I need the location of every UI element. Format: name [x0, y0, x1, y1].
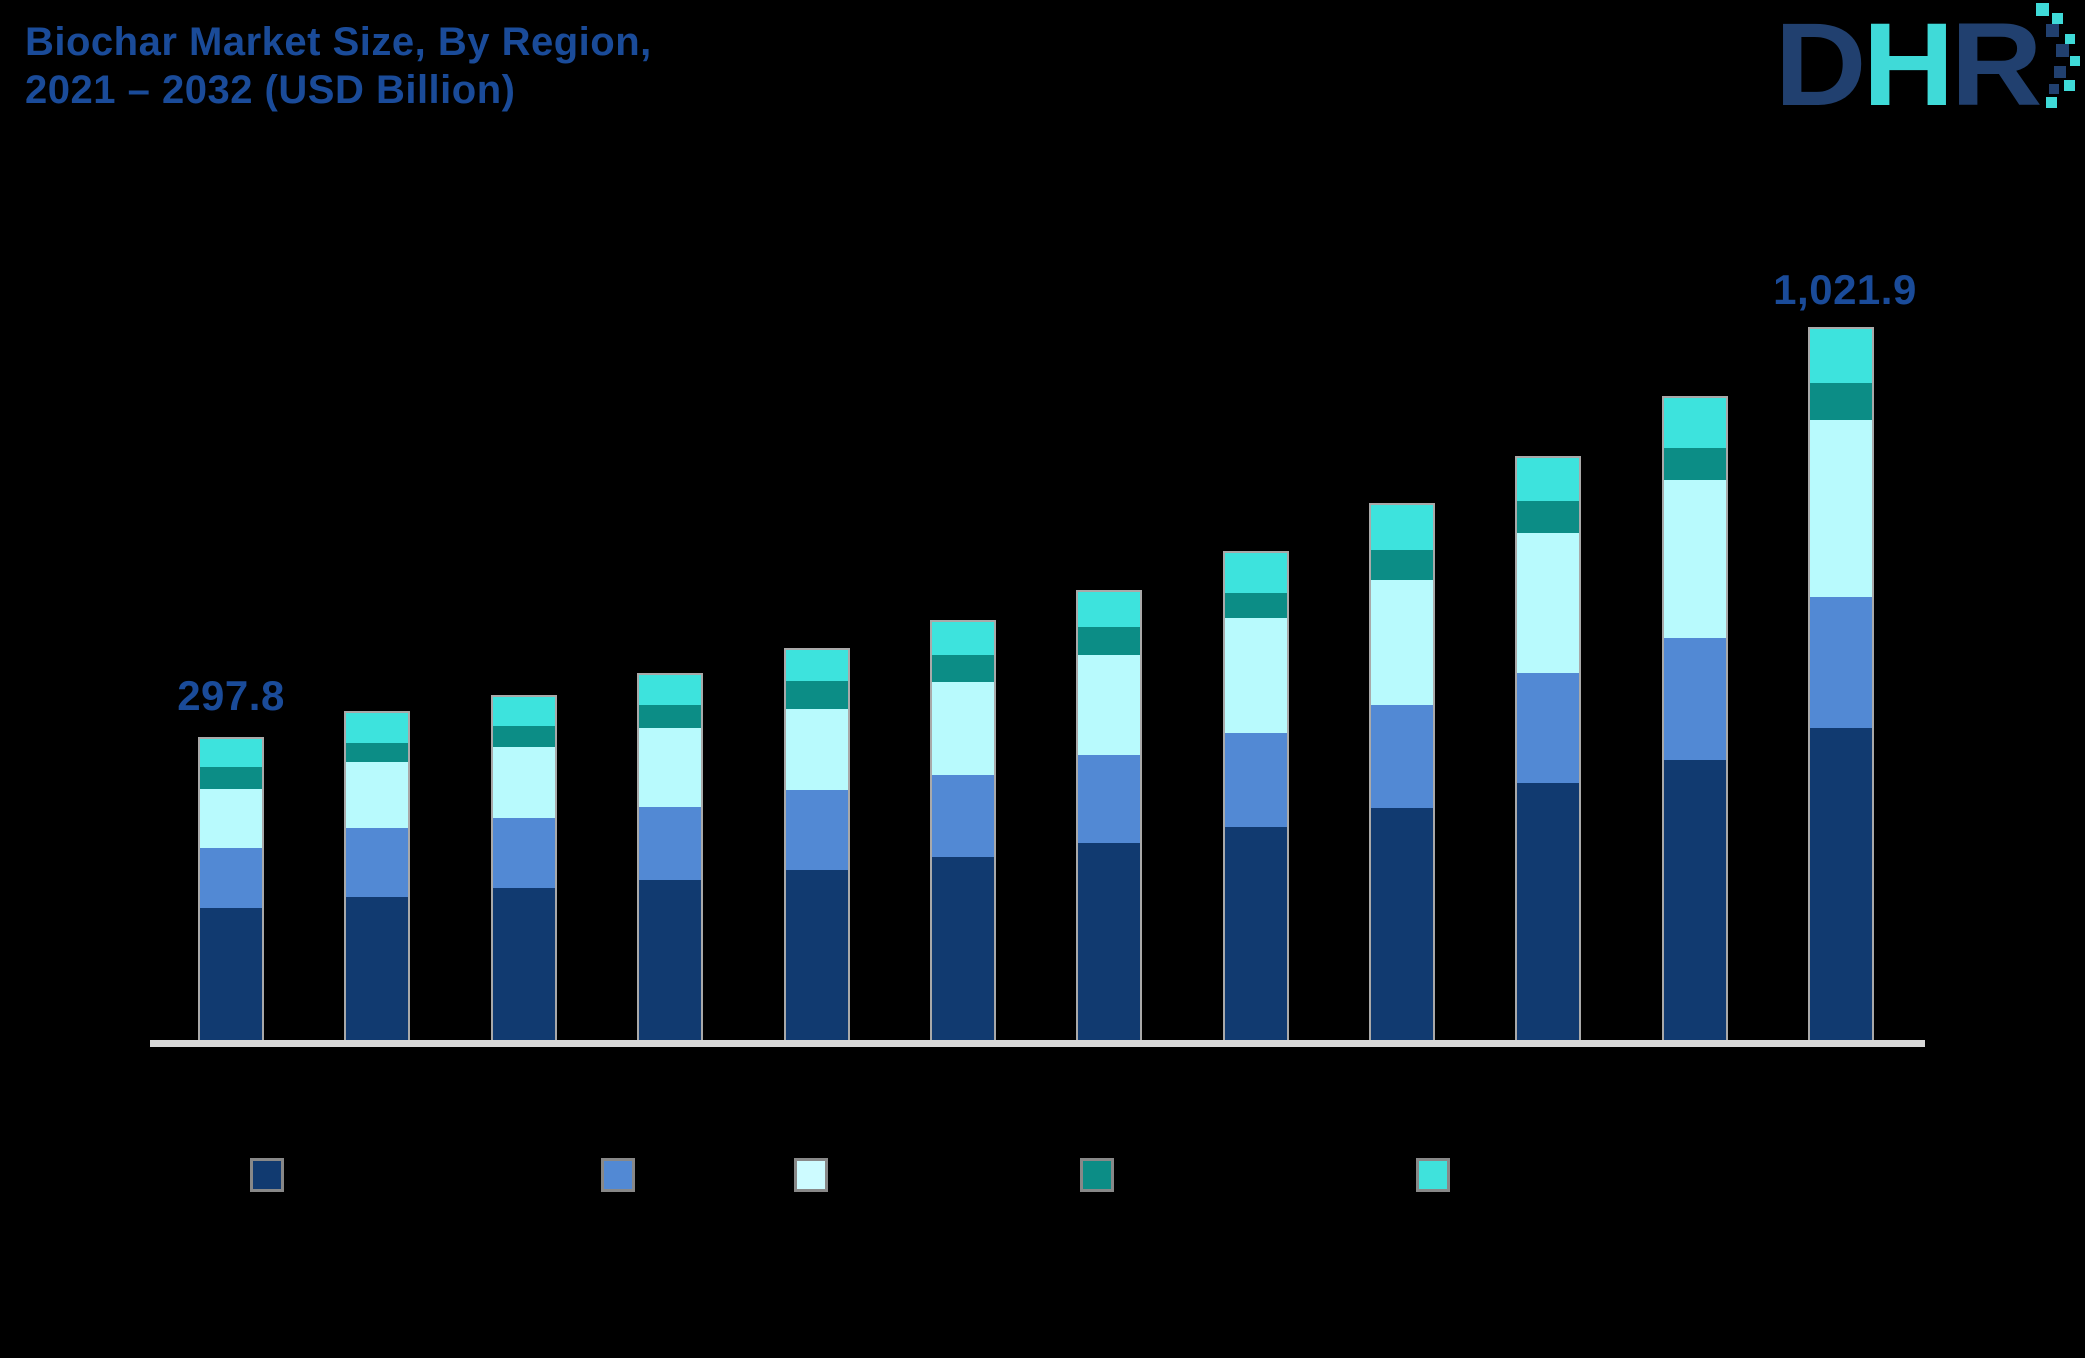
- bar-2025-segment-teal: [786, 681, 848, 709]
- bar-2022-segment-turquoise: [346, 713, 408, 743]
- bar-2027-segment-blue: [1078, 755, 1140, 843]
- bar-value-label: 297.8: [177, 672, 285, 719]
- bar-2029: [1371, 505, 1433, 1040]
- bar-2025: [786, 650, 848, 1040]
- bar-2022-segment-teal: [346, 743, 408, 762]
- bar-2029-segment-navy: [1371, 808, 1433, 1040]
- bar-2026-segment-navy: [932, 857, 994, 1040]
- bar-2031-segment-turquoise: [1664, 398, 1726, 448]
- bar-2031-segment-blue: [1664, 638, 1726, 760]
- bar-2032-segment-blue: [1810, 597, 1872, 728]
- legend-swatch: [797, 1161, 825, 1189]
- bar-2024-segment-blue: [639, 807, 701, 880]
- legend-swatch: [1419, 1161, 1447, 1189]
- bar-2032: [1810, 329, 1872, 1040]
- bar-2023-segment-teal: [493, 726, 555, 747]
- bar-2032-segment-teal: [1810, 383, 1872, 420]
- bar-2027-segment-pale-cyan: [1078, 655, 1140, 755]
- bar-2032-segment-navy: [1810, 728, 1872, 1040]
- bar-2022-segment-pale-cyan: [346, 762, 408, 828]
- bar-2028-segment-navy: [1225, 827, 1287, 1040]
- bar-2026-segment-pale-cyan: [932, 682, 994, 775]
- logo-dot: [2036, 3, 2049, 16]
- dhr-logo-letter: D: [1774, 0, 1870, 131]
- bar-2021-segment-pale-cyan: [200, 789, 262, 848]
- logo-dot: [2046, 24, 2059, 37]
- bar-2023-segment-turquoise: [493, 697, 555, 726]
- bar-2027: [1078, 592, 1140, 1040]
- bar-2028-segment-teal: [1225, 593, 1287, 618]
- bar-2026-segment-blue: [932, 775, 994, 857]
- bar-2021-segment-turquoise: [200, 739, 262, 767]
- bar-2021-segment-teal: [200, 767, 262, 789]
- bar-2030-segment-navy: [1517, 783, 1579, 1040]
- dhr-logo-letter: H: [1862, 0, 1958, 131]
- bar-2026-segment-teal: [932, 655, 994, 682]
- logo-dot: [2064, 80, 2075, 91]
- bar-2026-segment-turquoise: [932, 622, 994, 655]
- bar-2030-segment-teal: [1517, 501, 1579, 533]
- bar-2025-segment-blue: [786, 790, 848, 870]
- chart-title: Biochar Market Size, By Region, 2021 – 2…: [25, 18, 652, 114]
- bar-2030-segment-turquoise: [1517, 458, 1579, 501]
- bar-2030: [1517, 458, 1579, 1040]
- logo-dot: [2046, 97, 2057, 108]
- bar-2031-segment-navy: [1664, 760, 1726, 1040]
- bar-2022-segment-blue: [346, 828, 408, 897]
- chart-title-line1: Biochar Market Size, By Region,: [25, 20, 652, 64]
- bar-2027-segment-turquoise: [1078, 592, 1140, 627]
- logo-dot: [2049, 84, 2059, 94]
- bar-2025-segment-pale-cyan: [786, 709, 848, 790]
- bar-2023-segment-blue: [493, 818, 555, 888]
- bar-2024-segment-turquoise: [639, 675, 701, 705]
- bar-2027-segment-navy: [1078, 843, 1140, 1040]
- bar-2025-segment-turquoise: [786, 650, 848, 681]
- bar-2024-segment-teal: [639, 705, 701, 728]
- bar-2030-segment-blue: [1517, 673, 1579, 783]
- bar-2029-segment-turquoise: [1371, 505, 1433, 550]
- dhr-logo-letters: DHR: [1774, 0, 2047, 131]
- bar-2021-segment-blue: [200, 848, 262, 908]
- bar-2021: [200, 739, 262, 1040]
- bar-2029-segment-pale-cyan: [1371, 580, 1433, 705]
- bar-2028-segment-blue: [1225, 733, 1287, 827]
- bar-2028: [1225, 553, 1287, 1040]
- bar-2023-segment-pale-cyan: [493, 747, 555, 818]
- dhr-logo-letter: R: [1950, 0, 2047, 131]
- bar-2024-segment-pale-cyan: [639, 728, 701, 807]
- chart-title-line2: 2021 – 2032 (USD Billion): [25, 68, 516, 112]
- x-axis-line: [150, 1040, 1925, 1047]
- bar-2021-segment-navy: [200, 908, 262, 1040]
- bar-2025-segment-navy: [786, 870, 848, 1040]
- bar-2029-segment-blue: [1371, 705, 1433, 808]
- bar-2028-segment-turquoise: [1225, 553, 1287, 593]
- logo-dot: [2052, 13, 2063, 24]
- bar-2032-segment-turquoise: [1810, 329, 1872, 383]
- bar-2032-segment-pale-cyan: [1810, 420, 1872, 597]
- bar-2028-segment-pale-cyan: [1225, 618, 1287, 733]
- bar-2029-segment-teal: [1371, 550, 1433, 580]
- logo-dot: [2056, 44, 2069, 57]
- bar-2023-segment-navy: [493, 888, 555, 1040]
- legend-swatch: [253, 1161, 281, 1189]
- logo-dot: [2065, 34, 2075, 44]
- legend-swatch: [604, 1161, 632, 1189]
- bar-2022-segment-navy: [346, 897, 408, 1040]
- bar-2031-segment-pale-cyan: [1664, 480, 1726, 638]
- bar-value-label: 1,021.9: [1773, 266, 1917, 313]
- bar-2023: [493, 697, 555, 1040]
- bar-2024-segment-navy: [639, 880, 701, 1040]
- bar-2026: [932, 622, 994, 1040]
- bar-2027-segment-teal: [1078, 627, 1140, 655]
- legend-swatch: [1083, 1161, 1111, 1189]
- logo-dot: [2054, 66, 2066, 78]
- logo-dot: [2070, 56, 2080, 66]
- bar-2030-segment-pale-cyan: [1517, 533, 1579, 673]
- bar-2031: [1664, 398, 1726, 1040]
- bar-2022: [346, 713, 408, 1040]
- bar-2024: [639, 675, 701, 1040]
- bar-2031-segment-teal: [1664, 448, 1726, 480]
